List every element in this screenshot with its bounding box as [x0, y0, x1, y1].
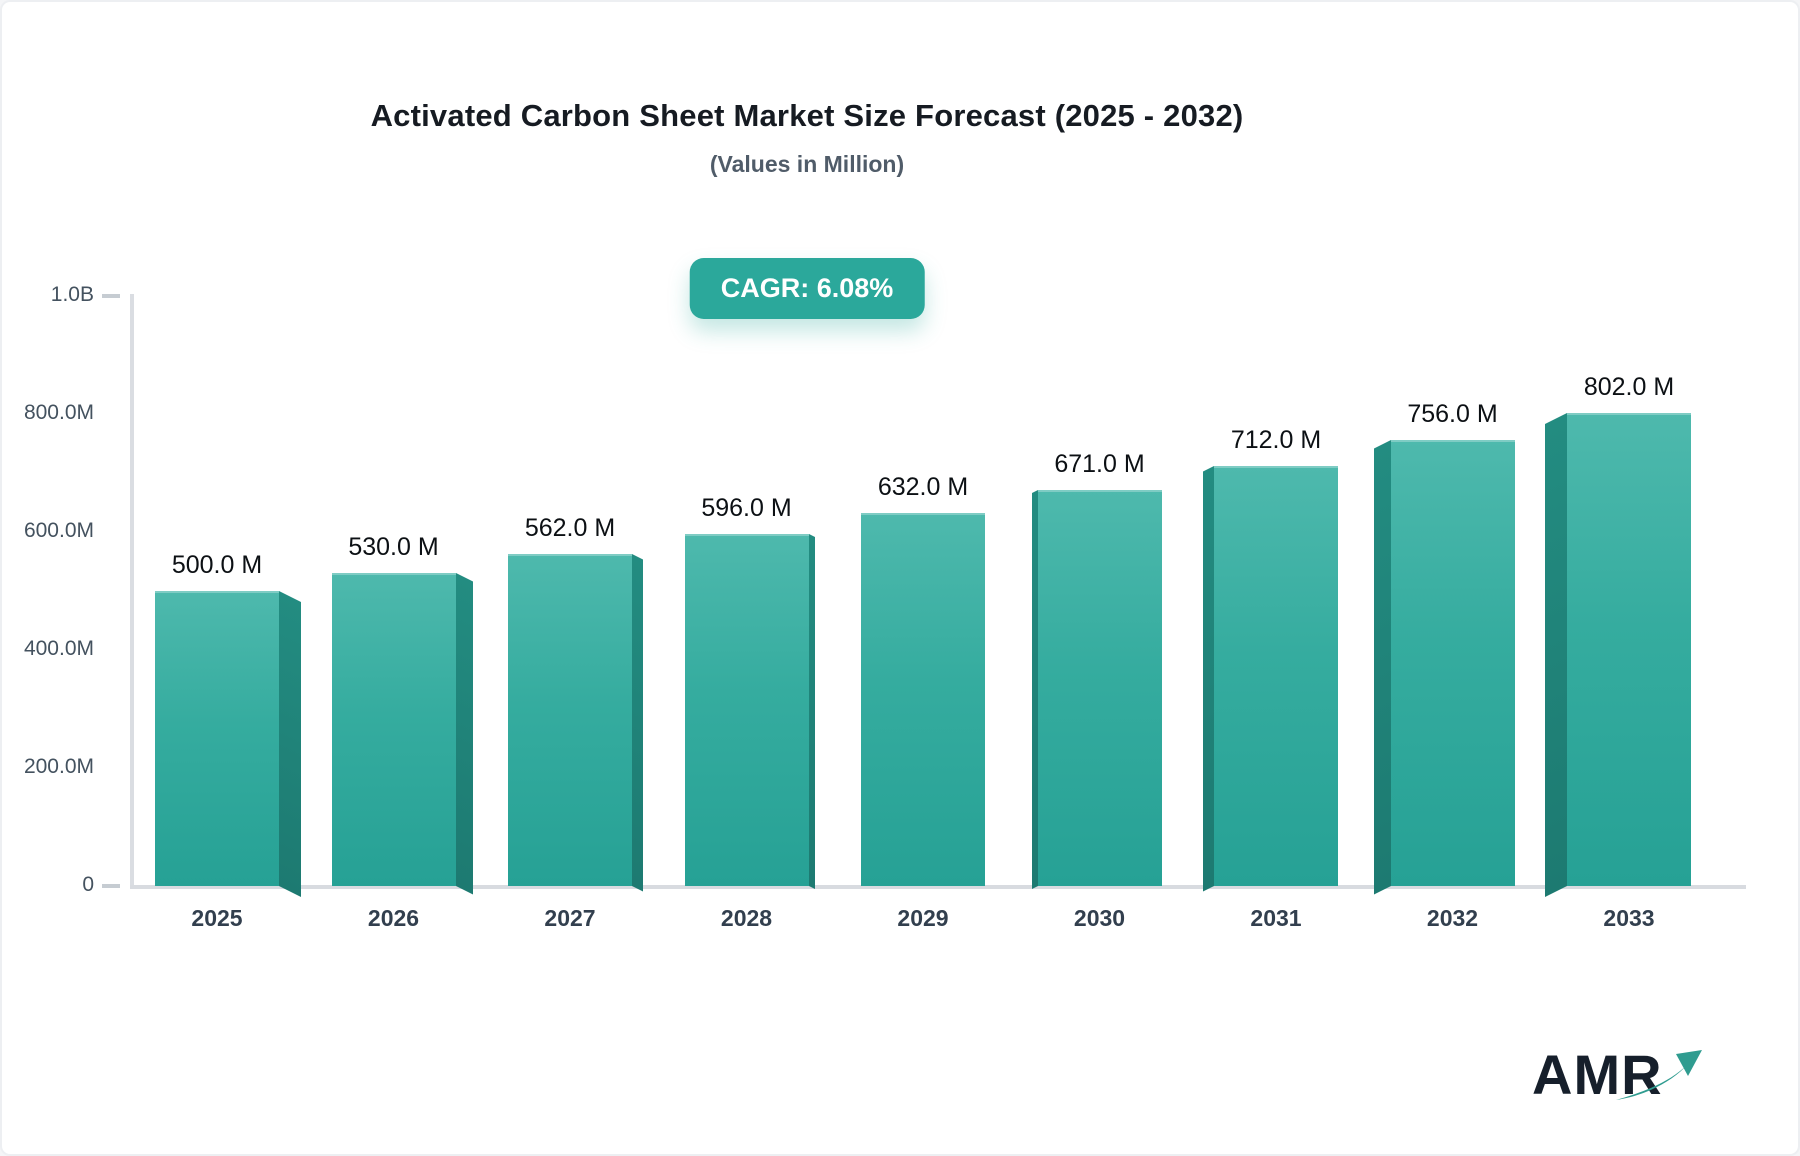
amr-logo-text: AMR — [1532, 1043, 1663, 1106]
x-axis-label: 2033 — [1603, 905, 1655, 931]
bar-value-label: 530.0 M — [348, 533, 439, 562]
growth-arrow-icon — [1616, 1050, 1702, 1100]
y-axis-label: 1.0B — [50, 283, 94, 306]
x-axis-label: 2026 — [367, 905, 420, 931]
bar-front-face — [1214, 465, 1338, 886]
bar-value-label: 756.0 M — [1407, 399, 1498, 428]
bar-value-label: 500.0 M — [171, 551, 263, 579]
bar-front-face — [684, 534, 809, 886]
cagr-badge: CAGR: 6.08% — [689, 258, 925, 319]
bar-value-label: 632.0 M — [877, 473, 969, 502]
x-axis-label: 2025 — [191, 905, 243, 931]
y-axis-label: 600.0M — [23, 519, 94, 542]
x-axis-baseline — [130, 885, 1746, 889]
bar-value-label: 671.0 M — [1054, 450, 1145, 479]
x-axis-label: 2029 — [897, 905, 949, 931]
bar-value-label: 802.0 M — [1583, 372, 1675, 401]
bar-front-face — [861, 513, 985, 886]
bar-side-face — [808, 534, 815, 889]
bar-side-face — [1373, 439, 1391, 895]
bar-front-face — [508, 554, 632, 886]
bar-front-face — [1390, 439, 1515, 886]
bar-value-label: 712.0 M — [1230, 425, 1322, 454]
x-axis-label: 2028 — [720, 905, 773, 931]
y-axis-label: 400.0M — [23, 637, 94, 660]
bar-side-face — [632, 554, 643, 892]
x-axis-label: 2031 — [1250, 905, 1302, 931]
x-axis-label: 2032 — [1426, 905, 1479, 931]
bar-front-face — [1567, 412, 1691, 886]
bar-side-face — [1203, 465, 1214, 892]
chart-subtitle: (Values in Million) — [709, 151, 905, 177]
bar-side-face — [1545, 412, 1567, 897]
bar-value-label: 596.0 M — [701, 494, 792, 523]
y-axis-tick — [102, 294, 120, 298]
bar-front-face — [331, 573, 456, 886]
x-axis-label: 2027 — [544, 905, 596, 931]
chart-title: Activated Carbon Sheet Market Size Forec… — [370, 98, 1244, 133]
y-axis-label: 800.0M — [23, 401, 94, 424]
y-axis-label: 0 — [82, 873, 94, 896]
x-axis-label: 2030 — [1073, 905, 1126, 931]
bar-front-face — [1037, 490, 1162, 886]
bar-value-label: 562.0 M — [524, 514, 616, 543]
y-axis-tick — [102, 884, 120, 888]
amr-logo: AMR — [1532, 1042, 1722, 1132]
bar-front-face — [155, 591, 279, 886]
y-axis-label: 200.0M — [23, 755, 94, 778]
y-axis-line — [130, 294, 134, 888]
bar-side-face — [455, 573, 473, 895]
bar-side-face — [279, 591, 301, 898]
